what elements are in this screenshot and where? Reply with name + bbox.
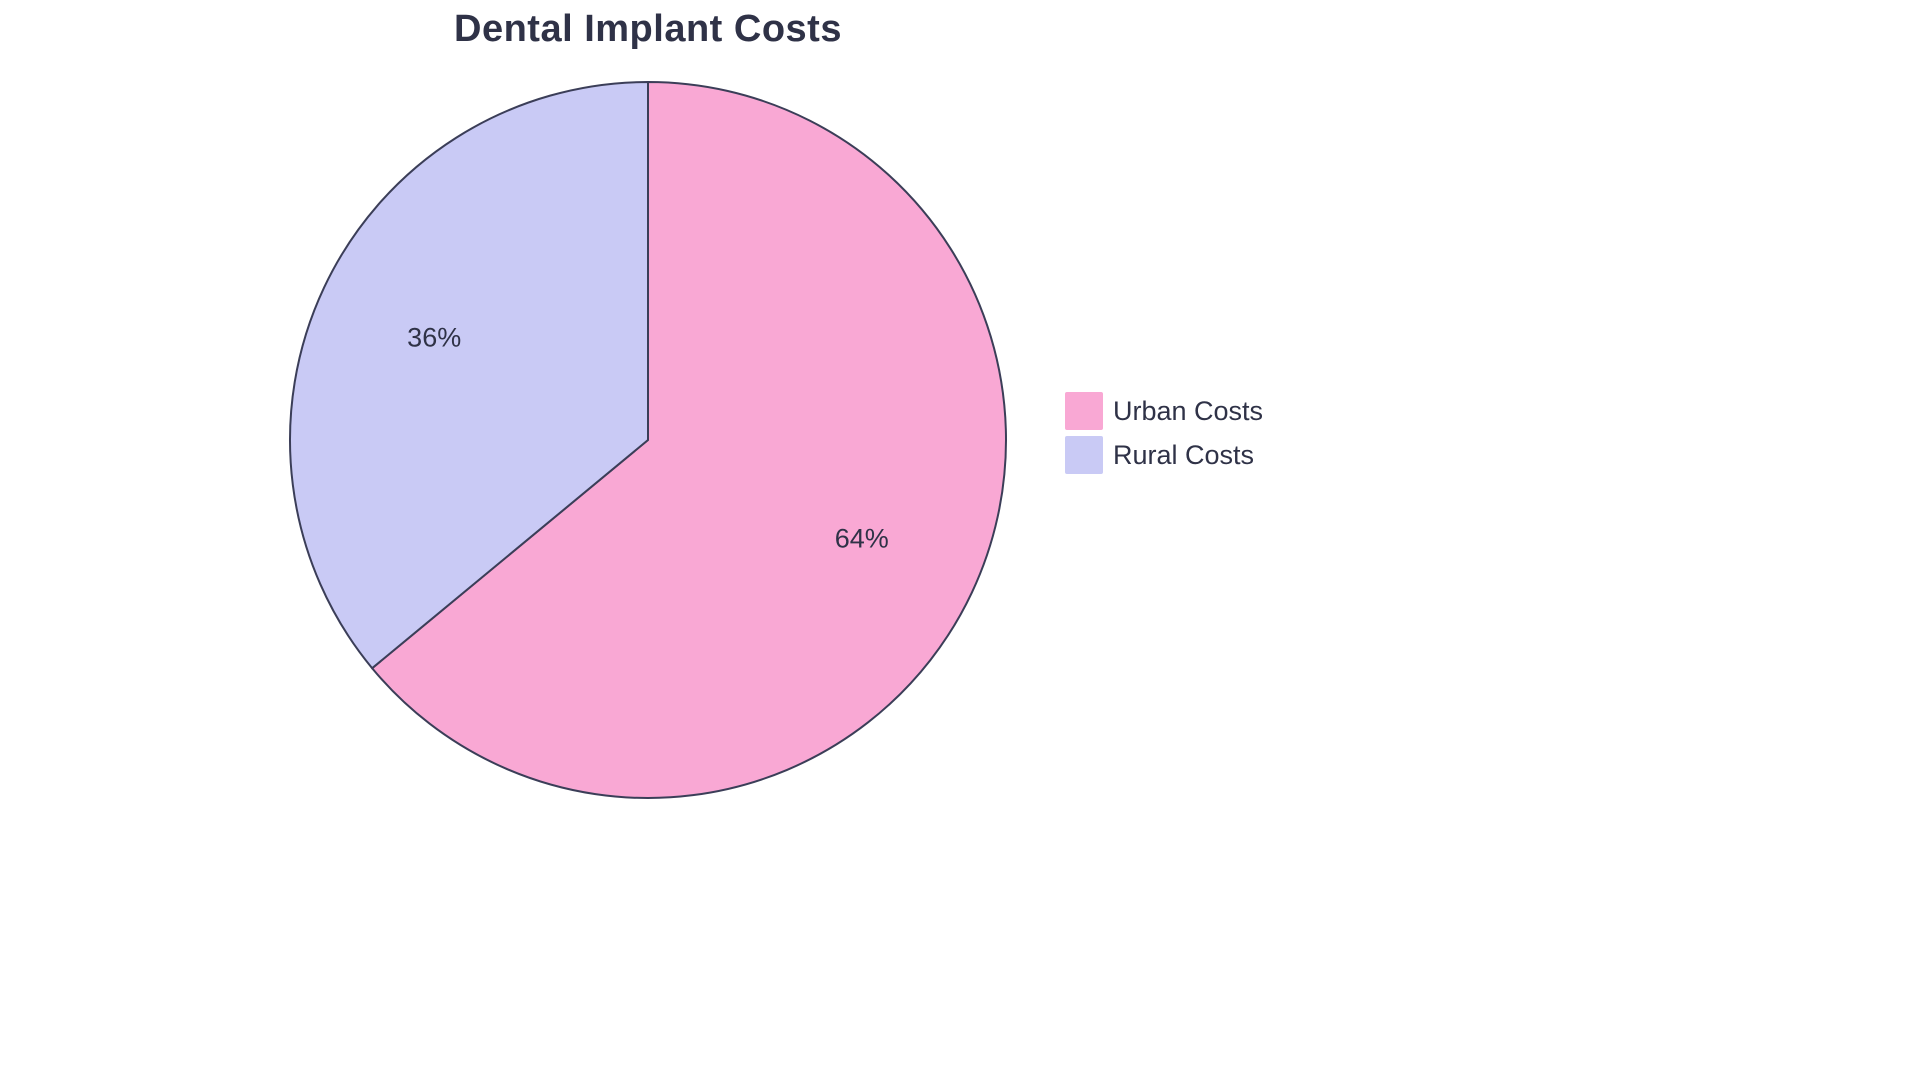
- pie-chart: 64% 36%: [289, 81, 1008, 799]
- pie-slice-label: 36%: [407, 323, 461, 353]
- pie-slice-urban-costs: [371, 81, 1008, 799]
- legend: Urban Costs Rural Costs: [1065, 392, 1263, 474]
- pie-slice-rural-costs: [289, 81, 649, 670]
- chart-title: Dental Implant Costs: [454, 8, 842, 50]
- legend-item-urban-costs: Urban Costs: [1065, 392, 1263, 430]
- legend-swatch-rural-costs: [1065, 436, 1103, 474]
- legend-label: Urban Costs: [1113, 395, 1264, 426]
- legend-label: Rural Costs: [1113, 439, 1255, 470]
- legend-item-rural-costs: Rural Costs: [1065, 436, 1263, 474]
- pie-slice-label: 64%: [835, 524, 889, 554]
- legend-swatch-urban-costs: [1065, 392, 1103, 430]
